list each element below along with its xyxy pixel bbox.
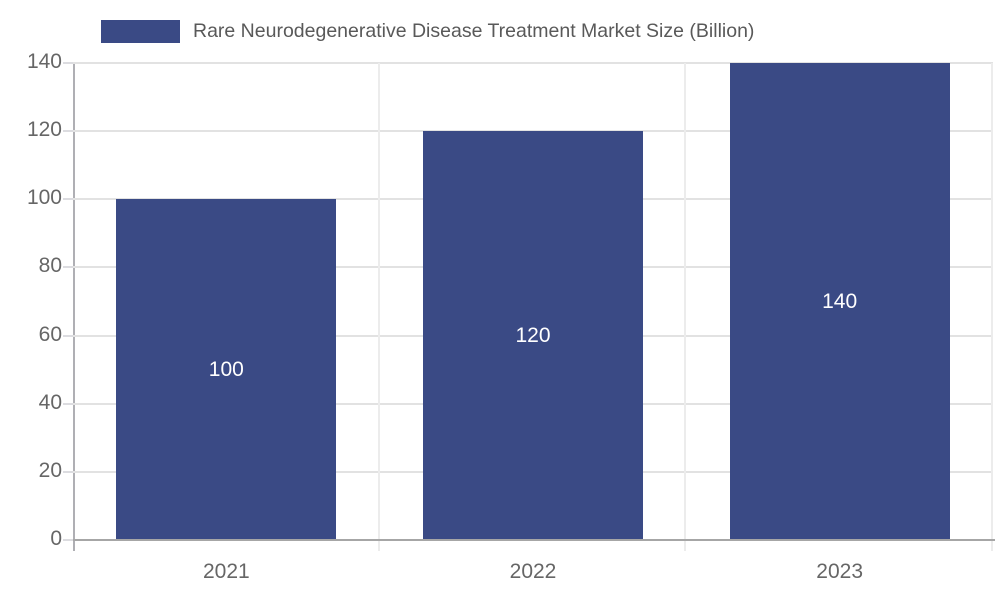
x-tick-mark-0 xyxy=(73,541,75,551)
y-tick-label-120: 120 xyxy=(26,118,62,142)
y-tick-label-40: 40 xyxy=(38,390,62,414)
x-tick-mark-1 xyxy=(377,541,380,551)
y-tick-label-140: 140 xyxy=(26,50,62,73)
y-tick-mark-100 xyxy=(63,198,73,201)
bar-value-label-2022: 120 xyxy=(515,323,551,347)
y-tick-label-80: 80 xyxy=(38,254,62,278)
x-tick-label-2022: 2022 xyxy=(509,560,557,583)
bar-value-label-2021: 100 xyxy=(208,357,244,381)
x-tick-label-2021: 2021 xyxy=(202,560,250,583)
legend-label: Rare Neurodegenerative Disease Treatment… xyxy=(193,19,755,42)
x-tick-mark-3 xyxy=(991,541,993,551)
x-tick-mark-2 xyxy=(684,541,687,551)
plot-area: 100 120 140 xyxy=(73,62,993,540)
y-tick-mark-80 xyxy=(63,266,73,269)
y-tick-mark-20 xyxy=(63,470,73,473)
y-tick-label-20: 20 xyxy=(38,458,62,482)
y-tick-mark-0 xyxy=(63,539,73,541)
gridline-x-3 xyxy=(991,63,993,540)
bar-2021[interactable]: 100 xyxy=(116,199,337,540)
y-tick-mark-60 xyxy=(63,334,73,337)
gridline-x-1 xyxy=(377,63,380,540)
legend-item[interactable]: Rare Neurodegenerative Disease Treatment… xyxy=(101,17,754,45)
legend-swatch-icon xyxy=(101,19,180,43)
y-axis-line xyxy=(73,63,75,540)
x-tick-label-2023: 2023 xyxy=(816,560,864,583)
y-tick-label-60: 60 xyxy=(38,322,62,346)
gridline-y-140 xyxy=(73,62,993,64)
y-tick-mark-140 xyxy=(63,62,73,64)
bar-2022[interactable]: 120 xyxy=(423,131,643,540)
x-axis-line xyxy=(73,539,995,541)
gridline-x-2 xyxy=(684,63,687,540)
bar-2023[interactable]: 140 xyxy=(729,63,950,540)
y-tick-mark-40 xyxy=(63,402,73,405)
y-tick-label-100: 100 xyxy=(26,186,62,210)
gridline-y-120 xyxy=(73,130,993,133)
bar-value-label-2023: 140 xyxy=(822,289,858,313)
y-tick-mark-120 xyxy=(63,130,73,133)
y-tick-label-0: 0 xyxy=(50,527,62,550)
